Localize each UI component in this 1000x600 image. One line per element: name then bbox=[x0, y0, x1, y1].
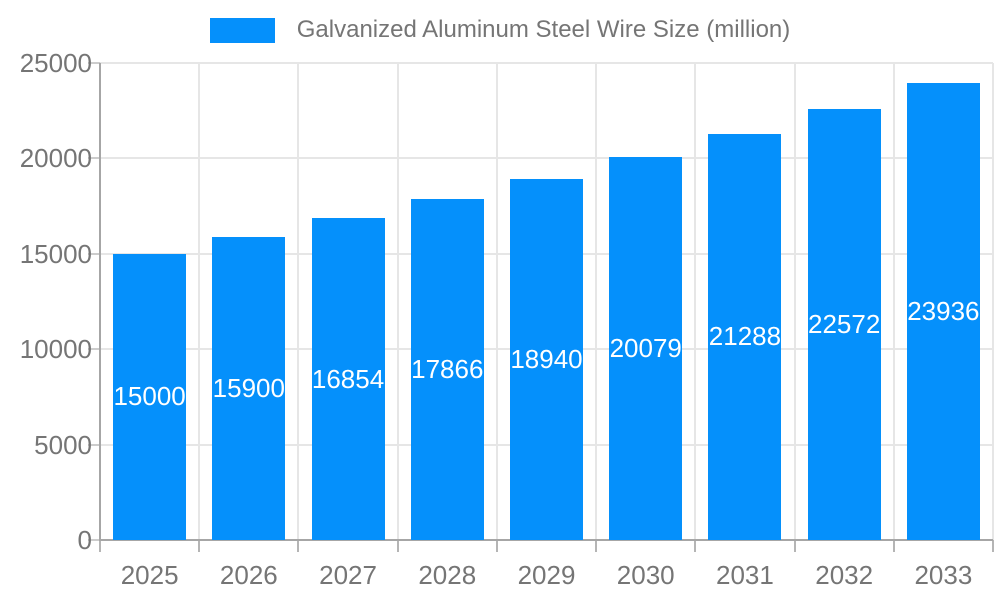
x-axis-label: 2028 bbox=[418, 560, 477, 590]
x-axis-label: 2027 bbox=[319, 560, 377, 590]
x-gridline bbox=[595, 63, 598, 540]
bar[interactable]: 23936 bbox=[906, 83, 980, 540]
x-axis-tick bbox=[198, 540, 201, 552]
x-axis-line bbox=[99, 539, 993, 541]
bar[interactable]: 18940 bbox=[510, 178, 583, 540]
y-gridline bbox=[100, 62, 993, 64]
bar-value-label: 18940 bbox=[510, 343, 583, 374]
y-axis-tick bbox=[88, 348, 100, 351]
x-gridline bbox=[198, 63, 201, 540]
x-axis-label: 2029 bbox=[517, 560, 576, 590]
bar-value-label: 23936 bbox=[907, 296, 980, 327]
x-axis-tick bbox=[495, 540, 498, 552]
y-axis-tick bbox=[88, 539, 100, 541]
legend-item[interactable]: Galvanized Aluminum Steel Wire Size (mil… bbox=[209, 16, 791, 44]
x-axis-tick bbox=[793, 540, 796, 552]
bar[interactable]: 15900 bbox=[212, 236, 286, 540]
x-gridline bbox=[793, 63, 796, 540]
x-axis-label: 2031 bbox=[716, 560, 774, 590]
x-axis-label: 2026 bbox=[219, 560, 278, 590]
y-axis-tick bbox=[88, 62, 100, 64]
x-gridline bbox=[396, 63, 399, 540]
bar-value-label: 22572 bbox=[808, 309, 881, 340]
bar[interactable]: 17866 bbox=[410, 199, 484, 540]
x-gridline bbox=[892, 63, 895, 540]
y-axis-label: 5000 bbox=[34, 429, 92, 460]
y-axis-line bbox=[99, 63, 101, 541]
x-axis-tick bbox=[297, 540, 300, 552]
y-axis-tick bbox=[88, 252, 100, 255]
x-axis-label: 2032 bbox=[815, 560, 874, 590]
y-axis-tick bbox=[88, 157, 100, 160]
x-gridline bbox=[694, 63, 697, 540]
bar-value-label: 20079 bbox=[609, 332, 682, 363]
bar-value-label: 21288 bbox=[708, 321, 782, 352]
bar[interactable]: 21288 bbox=[708, 133, 782, 540]
x-axis-label: 2025 bbox=[120, 560, 179, 590]
y-axis-label: 0 bbox=[77, 525, 92, 555]
x-gridline bbox=[992, 63, 994, 540]
y-axis-tick bbox=[88, 443, 100, 446]
y-axis-label: 25000 bbox=[19, 48, 92, 78]
x-axis-tick bbox=[99, 540, 101, 552]
legend: Galvanized Aluminum Steel Wire Size (mil… bbox=[0, 16, 1000, 44]
x-axis-tick bbox=[595, 540, 598, 552]
x-gridline bbox=[495, 63, 498, 540]
x-axis-label: 2033 bbox=[914, 560, 973, 590]
x-gridline bbox=[297, 63, 300, 540]
bar[interactable]: 22572 bbox=[807, 109, 881, 540]
y-axis-label: 20000 bbox=[19, 143, 92, 174]
bar-value-label: 17866 bbox=[411, 354, 484, 385]
x-axis-tick bbox=[396, 540, 399, 552]
x-axis-label: 2030 bbox=[616, 560, 675, 590]
bar-value-label: 16854 bbox=[311, 363, 385, 394]
x-axis-tick bbox=[892, 540, 895, 552]
legend-label: Galvanized Aluminum Steel Wire Size (mil… bbox=[296, 16, 791, 43]
y-axis-label: 10000 bbox=[19, 334, 92, 365]
bar-value-label: 15000 bbox=[113, 381, 186, 412]
y-axis-label: 15000 bbox=[19, 238, 92, 269]
x-axis-tick bbox=[992, 540, 994, 552]
bar[interactable]: 20079 bbox=[609, 156, 683, 540]
bar[interactable]: 16854 bbox=[311, 218, 385, 540]
bar-value-label: 15900 bbox=[212, 372, 285, 403]
legend-swatch bbox=[209, 17, 275, 43]
bar[interactable]: 15000 bbox=[113, 253, 187, 540]
y-gridline bbox=[100, 157, 993, 160]
x-axis-tick bbox=[694, 540, 697, 552]
